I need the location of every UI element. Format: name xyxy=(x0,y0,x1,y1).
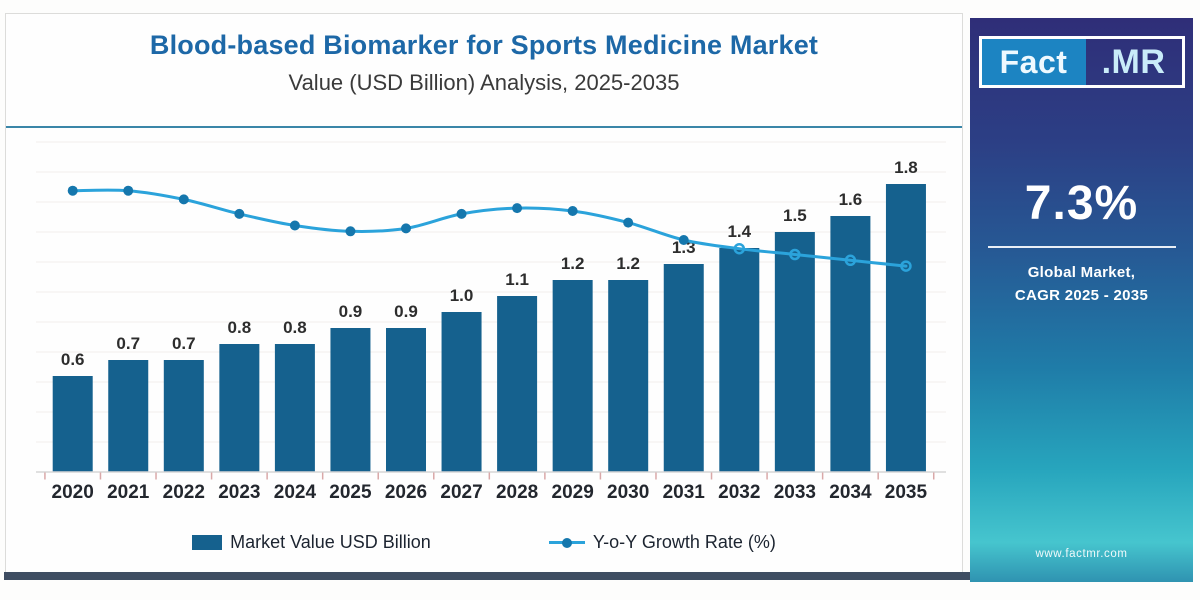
x-axis-label-2032: 2032 xyxy=(718,482,760,503)
x-axis-label-2027: 2027 xyxy=(440,482,482,503)
website-url: www.factmr.com xyxy=(1035,548,1128,560)
bar-2030 xyxy=(608,280,649,472)
bar-value-label-2033: 1.5 xyxy=(783,206,807,225)
combo-chart-svg: 0.60.7 0.70.8 0.80.9 0.91.01.11.2 1.21.31.41… xyxy=(36,141,946,503)
cagr-stat-value: 7.3% xyxy=(1024,177,1139,230)
x-axis-label-2024: 2024 xyxy=(274,482,317,503)
bar-value-label-2021: 0.7 xyxy=(116,334,140,353)
bar-2032 xyxy=(719,248,760,472)
bar-2028 xyxy=(497,296,538,472)
x-axis-label-2028: 2028 xyxy=(496,482,538,503)
x-axis-label-2029: 2029 xyxy=(552,482,594,503)
legend-line-label: Y-o-Y Growth Rate (%) xyxy=(592,532,776,552)
bar-value-label-2020: 0.6 xyxy=(61,350,85,369)
stat-caption-line1: Global Market, xyxy=(1027,264,1136,281)
chart-card: Blood-based Biomarker for Sports Medicin… xyxy=(5,13,963,580)
bar-2029 xyxy=(552,280,593,472)
growth-point-2021 xyxy=(123,185,134,196)
legend-item-line: Y-o-Y Growth Rate (%) xyxy=(548,532,776,553)
growth-point-2020 xyxy=(67,185,78,196)
bar-2033 xyxy=(774,232,815,472)
chart-title: Blood-based Biomarker for Sports Medicin… xyxy=(149,30,819,60)
bar-2021 xyxy=(108,360,149,472)
bar-value-label-2025: 0.9 xyxy=(339,302,363,321)
x-axis-label-2031: 2031 xyxy=(663,482,706,503)
growth-point-2030 xyxy=(623,217,634,228)
stat-caption: Global Market, CAGR 2025 - 2035 xyxy=(970,262,1193,307)
bar-value-label-2029: 1.2 xyxy=(561,254,585,273)
x-axis-label-2022: 2022 xyxy=(163,482,205,503)
growth-point-2023 xyxy=(234,208,245,219)
chart-subtitle: Value (USD Billion) Analysis, 2025-2035 xyxy=(288,70,680,95)
growth-point-2022 xyxy=(178,194,189,205)
bar-value-label-2026: 0.9 xyxy=(394,302,418,321)
chart-legend: Market Value USD Billion Y-o-Y Growth Ra… xyxy=(6,532,962,553)
line-dot-icon xyxy=(561,537,572,548)
bar-2022 xyxy=(163,360,204,472)
growth-point-2027 xyxy=(456,208,467,219)
bar-value-label-2023: 0.8 xyxy=(228,318,252,337)
factmr-logo: Fact .MR xyxy=(978,36,1185,88)
stat-caption-line2: CAGR 2025 - 2035 xyxy=(1014,286,1149,304)
growth-point-2034 xyxy=(844,254,857,267)
bar-2026 xyxy=(386,328,426,472)
growth-point-2026 xyxy=(401,223,411,234)
growth-line xyxy=(71,188,908,268)
bar-value-label-2022: 0.7 xyxy=(172,334,196,353)
bar-value-label-2034: 1.6 xyxy=(839,190,863,209)
x-axis-label-2033: 2033 xyxy=(774,482,816,503)
growth-point-2025 xyxy=(345,226,356,237)
x-axis-label-2021: 2021 xyxy=(107,482,150,503)
brand-sidebar: Fact .MR 7.3% Global Market, CAGR 2025 -… xyxy=(970,18,1193,582)
x-axis-label-2020: 2020 xyxy=(52,482,94,503)
growth-point-2024 xyxy=(289,220,300,231)
bar-swatch-icon xyxy=(192,535,223,550)
x-axis-label-2023: 2023 xyxy=(218,482,260,503)
bar-value-label-2027: 1.0 xyxy=(450,286,474,305)
x-axis-label-2030: 2030 xyxy=(607,482,649,503)
bar-2031 xyxy=(663,264,704,472)
legend-item-bars: Market Value USD Billion xyxy=(192,532,431,553)
bar-value-label-2032: 1.4 xyxy=(727,222,751,241)
logo-fact-box: Fact xyxy=(981,39,1086,85)
stat-divider xyxy=(987,246,1176,248)
bar-2024 xyxy=(274,344,315,472)
growth-point-2029 xyxy=(567,206,578,216)
line-marker-icon xyxy=(548,537,585,548)
x-axis-label-2035: 2035 xyxy=(885,482,928,503)
bar-value-label-2024: 0.8 xyxy=(283,318,307,337)
logo-mr-text: .MR xyxy=(1101,42,1166,81)
bar-2023 xyxy=(219,344,260,472)
card-bottom-bar xyxy=(4,572,970,580)
bar-value-label-2030: 1.2 xyxy=(616,254,640,273)
growth-point-2028 xyxy=(512,203,523,214)
bar-2035 xyxy=(885,184,926,472)
growth-point-2031 xyxy=(678,235,689,245)
bar-value-label-2028: 1.1 xyxy=(505,270,529,289)
title-divider xyxy=(6,126,962,128)
bar-2020 xyxy=(52,376,93,472)
x-axis-label-2025: 2025 xyxy=(329,482,372,503)
bar-value-label-2035: 1.8 xyxy=(894,158,918,177)
bar-2034 xyxy=(830,216,871,472)
growth-point-2032 xyxy=(733,242,746,255)
bar-2025 xyxy=(330,328,371,472)
growth-point-2033 xyxy=(789,248,801,261)
bar-2027 xyxy=(441,312,482,472)
x-axis-label-2026: 2026 xyxy=(385,482,427,503)
x-axis-label-2034: 2034 xyxy=(829,482,872,503)
growth-point-2035 xyxy=(900,260,912,272)
legend-bars-label: Market Value USD Billion xyxy=(230,532,431,552)
